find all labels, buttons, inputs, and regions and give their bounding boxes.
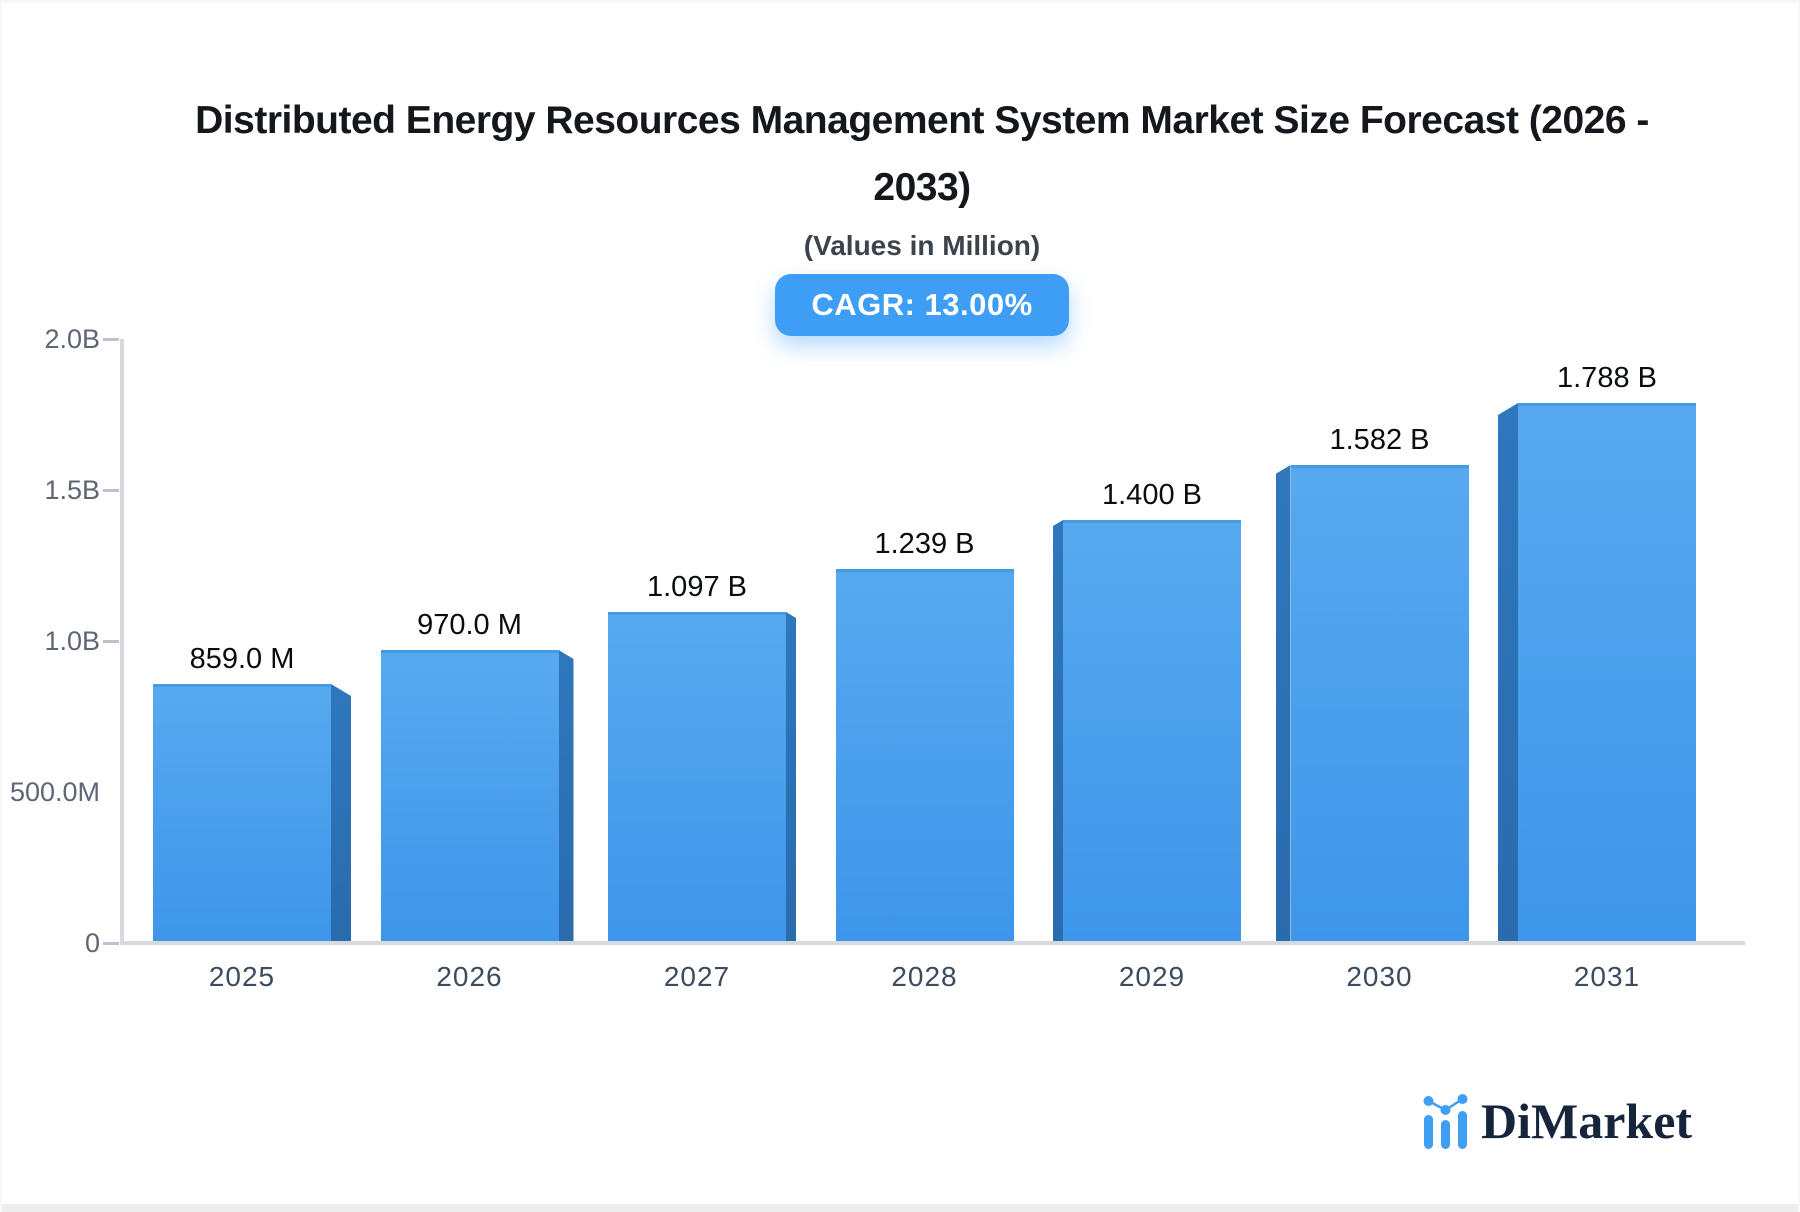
bar-2028[interactable]	[835, 569, 1014, 943]
bar-2030[interactable]	[1290, 465, 1469, 943]
y-tick-label: 0	[84, 928, 100, 958]
bar-value-label: 1.788 B	[1557, 362, 1657, 394]
y-tick-mark	[103, 640, 119, 643]
brand-logo: DiMarket	[1423, 1093, 1692, 1149]
y-tick-mark	[103, 942, 119, 945]
brand-name: DiMarket	[1481, 1093, 1693, 1149]
y-tick-mark	[103, 489, 119, 492]
x-axis-line	[120, 941, 1745, 945]
chart-header: Distributed Energy Resources Management …	[22, 87, 1798, 336]
x-axis-label-2028: 2028	[891, 961, 958, 992]
bar-2031[interactable]	[1518, 403, 1696, 943]
bar-chart: 2.0B 1.5B 1.0B 500.0M 0 859.0 M 970.0 M 1.097 …	[2, 3, 1798, 1212]
bar-3d-side	[1498, 403, 1518, 943]
bar-value-label: 1.097 B	[647, 571, 747, 603]
bar-value-label: 859.0 M	[189, 643, 295, 675]
chart-subtitle: (Values in Million)	[803, 230, 1041, 261]
x-axis-label-2031: 2031	[1573, 961, 1641, 992]
bar-3d-side	[1275, 465, 1291, 943]
bar-value-label: 1.582 B	[1329, 424, 1430, 456]
x-axis-label-2025: 2025	[208, 961, 276, 992]
chart-title-line1: Distributed Energy Resources Management …	[195, 99, 1649, 142]
bar-chart-logo-icon	[1423, 1094, 1468, 1149]
x-axis-label-2029: 2029	[1118, 961, 1186, 992]
bar-3d-side	[558, 650, 574, 943]
y-tick-label: 500.0M	[9, 777, 100, 807]
y-tick-label: 1.0B	[44, 626, 100, 656]
y-tick-label: 2.0B	[44, 324, 100, 354]
x-axis-label-2027: 2027	[663, 961, 731, 992]
y-tick-mark	[103, 338, 119, 341]
chart-title-line2: 2033)	[873, 166, 971, 209]
bar-3d-side	[1053, 520, 1063, 943]
bar-2027[interactable]	[608, 612, 786, 943]
x-axis-label-2030: 2030	[1346, 961, 1413, 992]
bar-2025[interactable]	[153, 684, 331, 943]
bar-2026[interactable]	[380, 650, 559, 943]
x-axis-label-2026: 2026	[436, 961, 503, 992]
bar-2029[interactable]	[1063, 520, 1241, 943]
bottom-edge-strip	[2, 1204, 1798, 1212]
bar-value-label: 1.400 B	[1102, 479, 1202, 511]
bar-3d-side	[786, 612, 796, 943]
cagr-badge: CAGR: 13.00%	[775, 274, 1069, 336]
bar-value-label: 970.0 M	[417, 609, 522, 641]
y-axis-line	[120, 339, 124, 945]
bar-value-label: 1.239 B	[874, 528, 975, 560]
bar-3d-side	[331, 684, 351, 943]
y-tick-label: 1.5B	[44, 475, 100, 505]
